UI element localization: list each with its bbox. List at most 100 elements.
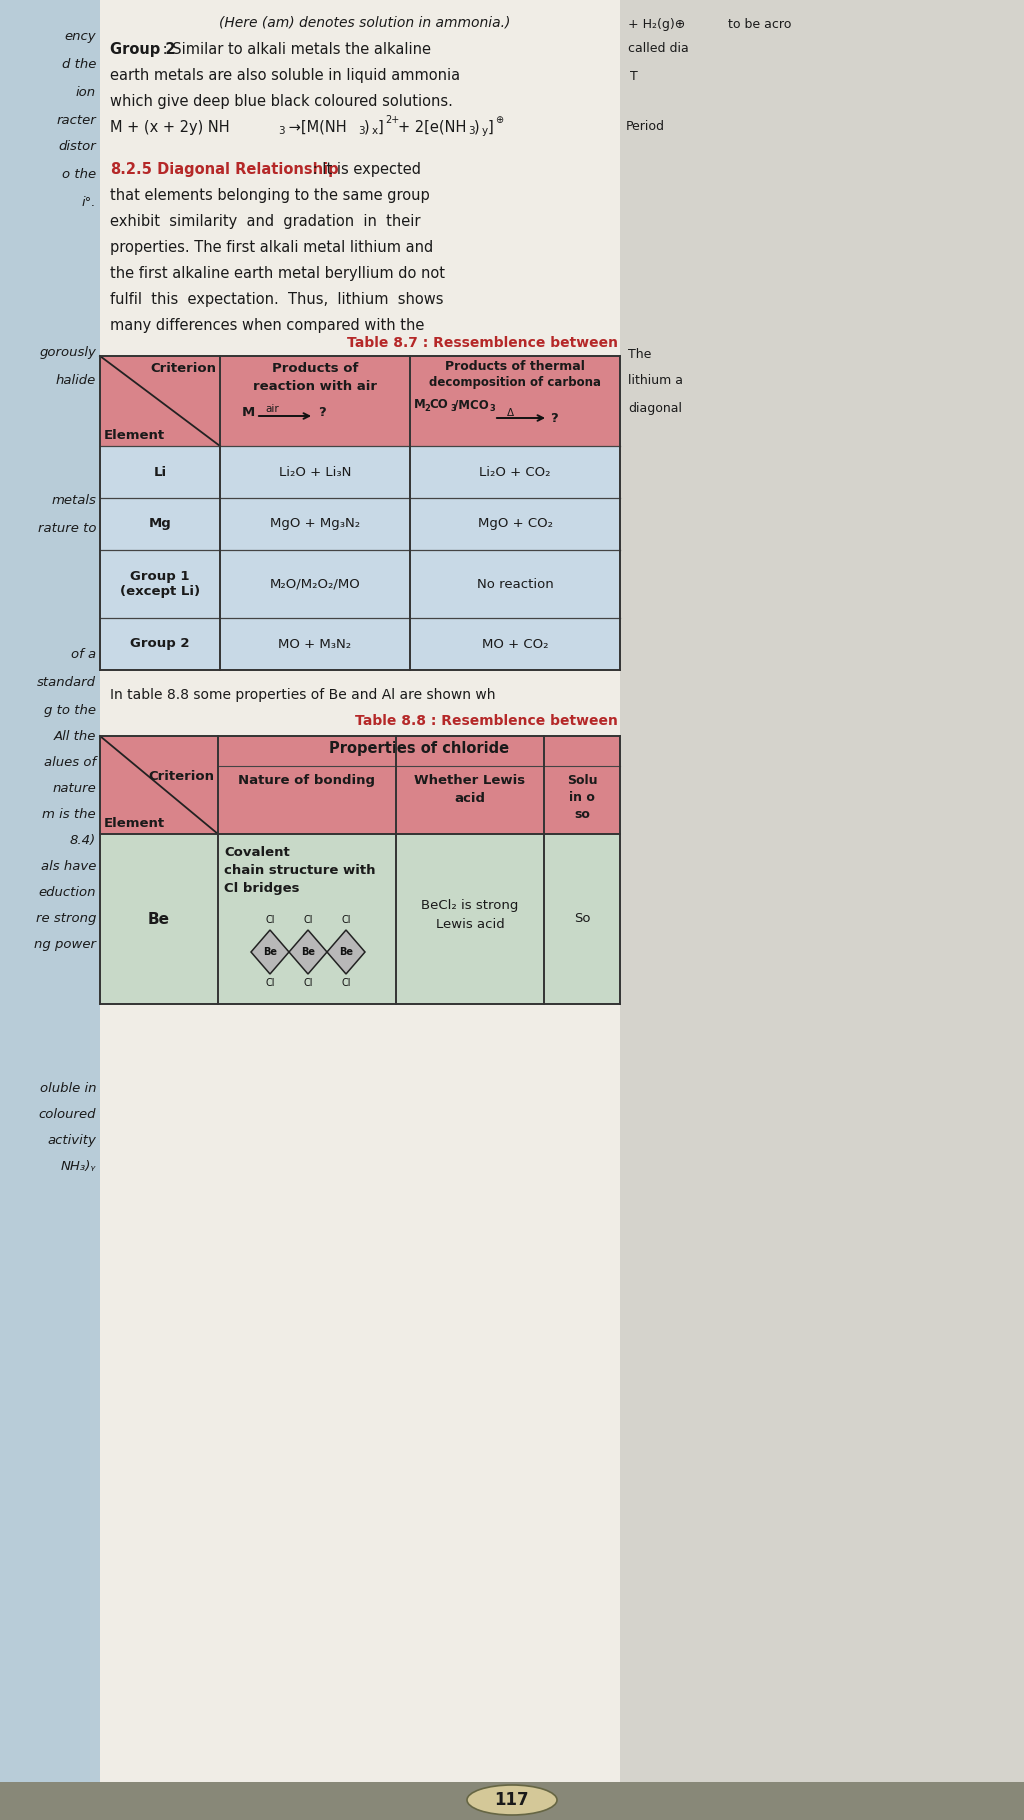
Text: Group 1
(except Li): Group 1 (except Li) bbox=[120, 570, 200, 599]
Text: ency: ency bbox=[65, 29, 96, 44]
Text: re strong: re strong bbox=[36, 912, 96, 925]
Text: CO: CO bbox=[429, 399, 447, 411]
Text: + 2[e(NH: + 2[e(NH bbox=[398, 120, 466, 135]
Text: MO + M₃N₂: MO + M₃N₂ bbox=[279, 637, 351, 650]
Text: diagonal: diagonal bbox=[628, 402, 682, 415]
Text: Group 2: Group 2 bbox=[110, 42, 175, 56]
Text: acid: acid bbox=[455, 792, 485, 804]
Text: air: air bbox=[265, 404, 279, 413]
Text: Cl: Cl bbox=[265, 915, 274, 925]
Text: 8.4): 8.4) bbox=[70, 834, 96, 846]
Bar bbox=[620, 0, 1024, 1820]
Text: reaction with air: reaction with air bbox=[253, 380, 377, 393]
Text: Be: Be bbox=[148, 912, 170, 926]
Text: Δ: Δ bbox=[507, 408, 514, 419]
Text: eduction: eduction bbox=[39, 886, 96, 899]
Text: 3: 3 bbox=[358, 126, 365, 136]
Text: Lewis acid: Lewis acid bbox=[435, 919, 505, 932]
Text: ⊕: ⊕ bbox=[495, 115, 503, 126]
Text: to be acro: to be acro bbox=[728, 18, 792, 31]
Text: ?: ? bbox=[318, 406, 326, 419]
Text: Covalent: Covalent bbox=[224, 846, 290, 859]
Text: Period: Period bbox=[626, 120, 665, 133]
Text: chain structure with: chain structure with bbox=[224, 864, 376, 877]
Text: lithium a: lithium a bbox=[628, 373, 683, 388]
Text: →[M(NH: →[M(NH bbox=[284, 120, 347, 135]
Bar bbox=[0, 1782, 1024, 1820]
Text: All the: All the bbox=[53, 730, 96, 743]
Text: the first alkaline earth metal beryllium do not: the first alkaline earth metal beryllium… bbox=[110, 266, 445, 280]
Text: fulfil  this  expectation.  Thus,  lithium  shows: fulfil this expectation. Thus, lithium s… bbox=[110, 291, 443, 308]
Text: Li: Li bbox=[154, 466, 167, 479]
Bar bbox=[100, 499, 620, 550]
Text: Element: Element bbox=[104, 430, 165, 442]
Text: nature: nature bbox=[52, 783, 96, 795]
Text: Cl: Cl bbox=[303, 977, 312, 988]
Text: + H₂(g)⊕: + H₂(g)⊕ bbox=[628, 18, 685, 31]
Text: halide: halide bbox=[55, 373, 96, 388]
Text: ): ) bbox=[364, 120, 370, 135]
Text: NH₃)ᵧ: NH₃)ᵧ bbox=[60, 1159, 96, 1174]
Text: earth metals are also soluble in liquid ammonia: earth metals are also soluble in liquid … bbox=[110, 67, 460, 84]
Text: M + (x + 2y) NH: M + (x + 2y) NH bbox=[110, 120, 229, 135]
Polygon shape bbox=[327, 930, 365, 974]
Text: So: So bbox=[573, 912, 590, 926]
Text: Criterion: Criterion bbox=[148, 770, 214, 783]
Text: M₂O/M₂O₂/MO: M₂O/M₂O₂/MO bbox=[269, 577, 360, 590]
Text: Products of: Products of bbox=[271, 362, 358, 375]
Text: ]: ] bbox=[488, 120, 494, 135]
Text: called dia: called dia bbox=[628, 42, 689, 55]
Text: Cl bridges: Cl bridges bbox=[224, 883, 299, 895]
Text: 3: 3 bbox=[468, 126, 475, 136]
Text: ?: ? bbox=[550, 411, 558, 426]
Bar bbox=[100, 446, 620, 499]
Text: ): ) bbox=[474, 120, 479, 135]
Text: als have: als have bbox=[41, 861, 96, 874]
Text: Li₂O + Li₃N: Li₂O + Li₃N bbox=[279, 466, 351, 479]
Text: rature to: rature to bbox=[38, 522, 96, 535]
Text: Table 8.8 : Resemblence between: Table 8.8 : Resemblence between bbox=[355, 713, 618, 728]
Text: ng power: ng power bbox=[34, 937, 96, 952]
Text: M: M bbox=[242, 406, 255, 419]
Text: 3: 3 bbox=[278, 126, 285, 136]
Text: exhibit  similarity  and  gradation  in  their: exhibit similarity and gradation in thei… bbox=[110, 215, 421, 229]
Text: Solu: Solu bbox=[566, 774, 597, 786]
Text: which give deep blue black coloured solutions.: which give deep blue black coloured solu… bbox=[110, 95, 453, 109]
Text: g to the: g to the bbox=[44, 704, 96, 717]
Text: ion: ion bbox=[76, 86, 96, 98]
Text: /MCO: /MCO bbox=[454, 399, 488, 411]
Bar bbox=[100, 619, 620, 670]
Text: x: x bbox=[372, 126, 378, 136]
Text: y: y bbox=[482, 126, 488, 136]
Text: Li₂O + CO₂: Li₂O + CO₂ bbox=[479, 466, 551, 479]
Text: ]: ] bbox=[378, 120, 384, 135]
Text: in o: in o bbox=[569, 792, 595, 804]
Bar bbox=[100, 735, 620, 834]
Text: gorously: gorously bbox=[39, 346, 96, 359]
Text: Diagonal Relationship: Diagonal Relationship bbox=[152, 162, 339, 177]
Text: Mg: Mg bbox=[148, 517, 171, 530]
Text: Whether Lewis: Whether Lewis bbox=[415, 774, 525, 786]
Text: : It is expected: : It is expected bbox=[308, 162, 421, 177]
Text: Cl: Cl bbox=[341, 915, 351, 925]
Text: o the: o the bbox=[61, 167, 96, 180]
Text: that elements belonging to the same group: that elements belonging to the same grou… bbox=[110, 187, 430, 204]
Bar bbox=[100, 550, 620, 619]
Bar bbox=[0, 0, 100, 1820]
Text: distor: distor bbox=[58, 140, 96, 153]
Text: : Similar to alkali metals the alkaline: : Similar to alkali metals the alkaline bbox=[158, 42, 431, 56]
Text: MgO + CO₂: MgO + CO₂ bbox=[477, 517, 553, 530]
Text: 3: 3 bbox=[450, 404, 456, 413]
Text: Table 8.7 : Ressemblence between: Table 8.7 : Ressemblence between bbox=[347, 337, 618, 349]
Text: oluble in: oluble in bbox=[40, 1083, 96, 1096]
Text: d the: d the bbox=[61, 58, 96, 71]
Text: In table 8.8 some properties of Be and Al are shown wh: In table 8.8 some properties of Be and A… bbox=[110, 688, 496, 703]
Text: Group 2: Group 2 bbox=[130, 637, 189, 650]
Text: M: M bbox=[414, 399, 426, 411]
Text: Properties of chloride: Properties of chloride bbox=[329, 741, 509, 755]
Text: No reaction: No reaction bbox=[476, 577, 553, 590]
Text: standard: standard bbox=[37, 675, 96, 690]
Polygon shape bbox=[289, 930, 327, 974]
Text: properties. The first alkali metal lithium and: properties. The first alkali metal lithi… bbox=[110, 240, 433, 255]
Text: alues of: alues of bbox=[44, 755, 96, 770]
